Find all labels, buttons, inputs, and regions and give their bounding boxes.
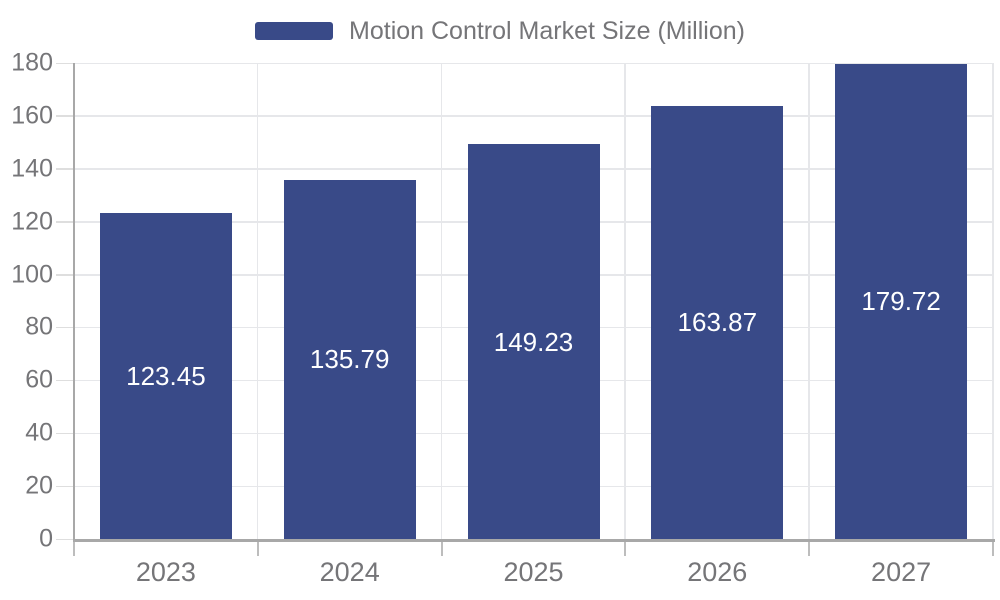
x-axis-label: 2025: [503, 557, 564, 587]
y-axis-line: [72, 63, 75, 541]
bar-value-label: 123.45: [126, 360, 206, 391]
y-axis-label: 60: [25, 365, 53, 394]
gridline-horizontal: [74, 115, 993, 117]
y-axis-tick: [56, 168, 73, 170]
legend-item[interactable]: Motion Control Market Size (Million): [0, 16, 1000, 46]
gridline-vertical: [440, 63, 443, 539]
bar-2023[interactable]: 123.45: [99, 212, 232, 539]
x-axis-tick: [808, 541, 811, 556]
x-axis-tick: [73, 541, 75, 556]
y-axis-tick: [56, 274, 73, 276]
y-axis-label: 20: [25, 471, 53, 500]
bar-2026[interactable]: 163.87: [651, 105, 784, 539]
bar-2025[interactable]: 149.23: [467, 144, 600, 539]
y-axis-label: 0: [39, 524, 53, 553]
y-axis-label: 80: [25, 312, 53, 341]
y-axis-tick: [56, 326, 73, 329]
x-axis-tick: [992, 541, 994, 556]
x-axis-label: 2026: [687, 557, 748, 587]
y-axis-label: 40: [25, 418, 53, 447]
x-axis: 2023 2024 2025 2026 2027: [74, 559, 993, 595]
y-axis-label: 160: [11, 101, 53, 130]
bar-2024[interactable]: 135.79: [283, 179, 416, 539]
gridline-vertical: [992, 63, 994, 539]
y-axis-tick: [56, 538, 73, 540]
bar-value-label: 163.87: [677, 307, 758, 338]
x-axis-line: [73, 539, 995, 542]
gridline-vertical: [808, 63, 810, 539]
y-axis-tick: [56, 379, 73, 382]
x-axis-tick: [624, 541, 627, 556]
y-axis-label: 120: [11, 207, 53, 236]
y-axis-label: 180: [11, 48, 53, 77]
x-axis-tick: [440, 541, 443, 556]
plot-area: 123.45 135.79 149.23 163.87 179.72: [56, 62, 994, 556]
x-axis-label: 2027: [871, 557, 932, 587]
x-axis-label: 2024: [319, 557, 380, 587]
y-axis-tick: [56, 485, 73, 488]
gridline-vertical: [256, 63, 259, 539]
y-axis: 0 20 40 60 80 100 120 140 160 180: [0, 50, 53, 551]
y-axis-label: 100: [11, 260, 53, 289]
bar-value-label: 135.79: [309, 344, 390, 375]
y-axis-tick: [56, 115, 73, 117]
y-axis-label: 140: [11, 154, 53, 183]
y-axis-tick: [56, 221, 73, 223]
gridline-vertical: [624, 63, 626, 539]
y-axis-tick: [56, 432, 73, 435]
x-axis-tick: [256, 541, 259, 556]
legend-swatch-icon: [255, 22, 334, 40]
bar-value-label: 149.23: [493, 326, 574, 357]
x-axis-label: 2023: [135, 557, 196, 587]
gridline-horizontal: [74, 62, 993, 64]
legend-label: Motion Control Market Size (Million): [349, 17, 745, 45]
bar-value-label: 179.72: [861, 286, 941, 317]
y-axis-tick: [56, 62, 73, 64]
bar-2027[interactable]: 179.72: [835, 63, 968, 539]
